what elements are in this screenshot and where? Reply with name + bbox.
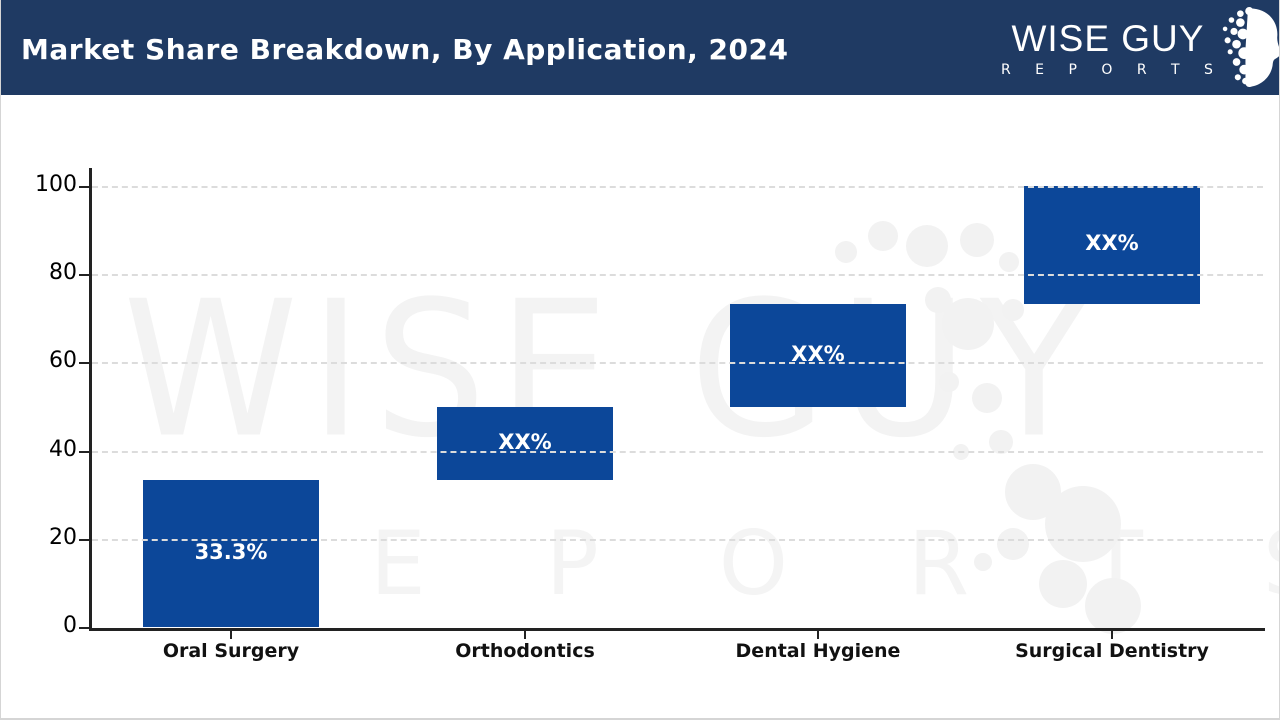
gridline-100	[92, 186, 1263, 188]
gridline-20	[92, 539, 1263, 541]
gridline-60	[92, 362, 1263, 364]
x-tick-label-surgical-dentistry: Surgical Dentistry	[1015, 640, 1209, 662]
x-tick-label-oral-surgery: Oral Surgery	[162, 640, 300, 662]
bar-value-label-dental-hygiene: XX%	[791, 341, 845, 366]
x-axis-line	[89, 628, 1265, 631]
y-tick-60	[79, 362, 89, 364]
y-tick-label-60: 60	[49, 348, 77, 373]
logo-wordmark: WISE GUY	[1011, 18, 1205, 59]
y-tick-40	[79, 451, 89, 453]
logo-subtitle: R E P O R T S	[1001, 62, 1223, 78]
x-tick-dental-hygiene	[817, 631, 819, 639]
bar-value-label-orthodontics: XX%	[498, 429, 552, 454]
wise-guy-logo: WISE GUY R E P O R T S	[993, 6, 1279, 90]
y-tick-100	[79, 186, 89, 188]
x-tick-oral-surgery	[230, 631, 232, 639]
x-tick-orthodontics	[524, 631, 526, 639]
y-axis-line	[89, 168, 92, 631]
x-tick-label-orthodontics: Orthodontics	[455, 640, 595, 662]
bar-orthodontics	[437, 407, 613, 480]
chart-title: Market Share Breakdown, By Application, …	[21, 33, 789, 66]
gridline-80	[92, 274, 1263, 276]
bar-value-label-oral-surgery: 33.3%	[194, 539, 268, 564]
y-tick-80	[79, 274, 89, 276]
bar-value-label-surgical-dentistry: XX%	[1085, 231, 1139, 255]
y-tick-20	[79, 539, 89, 541]
y-tick-label-20: 20	[49, 525, 77, 550]
gridline-40	[92, 451, 1263, 453]
x-tick-surgical-dentistry	[1111, 631, 1113, 639]
y-tick-label-80: 80	[49, 260, 77, 285]
y-tick-label-40: 40	[49, 437, 77, 462]
y-tick-label-0: 0	[63, 613, 77, 638]
wise-guy-head-icon	[1222, 7, 1279, 87]
y-tick-label-100: 100	[35, 172, 77, 197]
x-tick-label-dental-hygiene: Dental Hygiene	[735, 640, 901, 662]
header-bar: Market Share Breakdown, By Application, …	[1, 0, 1279, 95]
y-tick-0	[79, 627, 89, 629]
bar-surgical-dentistry	[1024, 186, 1200, 304]
bar-oral-surgery	[143, 480, 319, 627]
bar-dental-hygiene	[730, 304, 906, 407]
